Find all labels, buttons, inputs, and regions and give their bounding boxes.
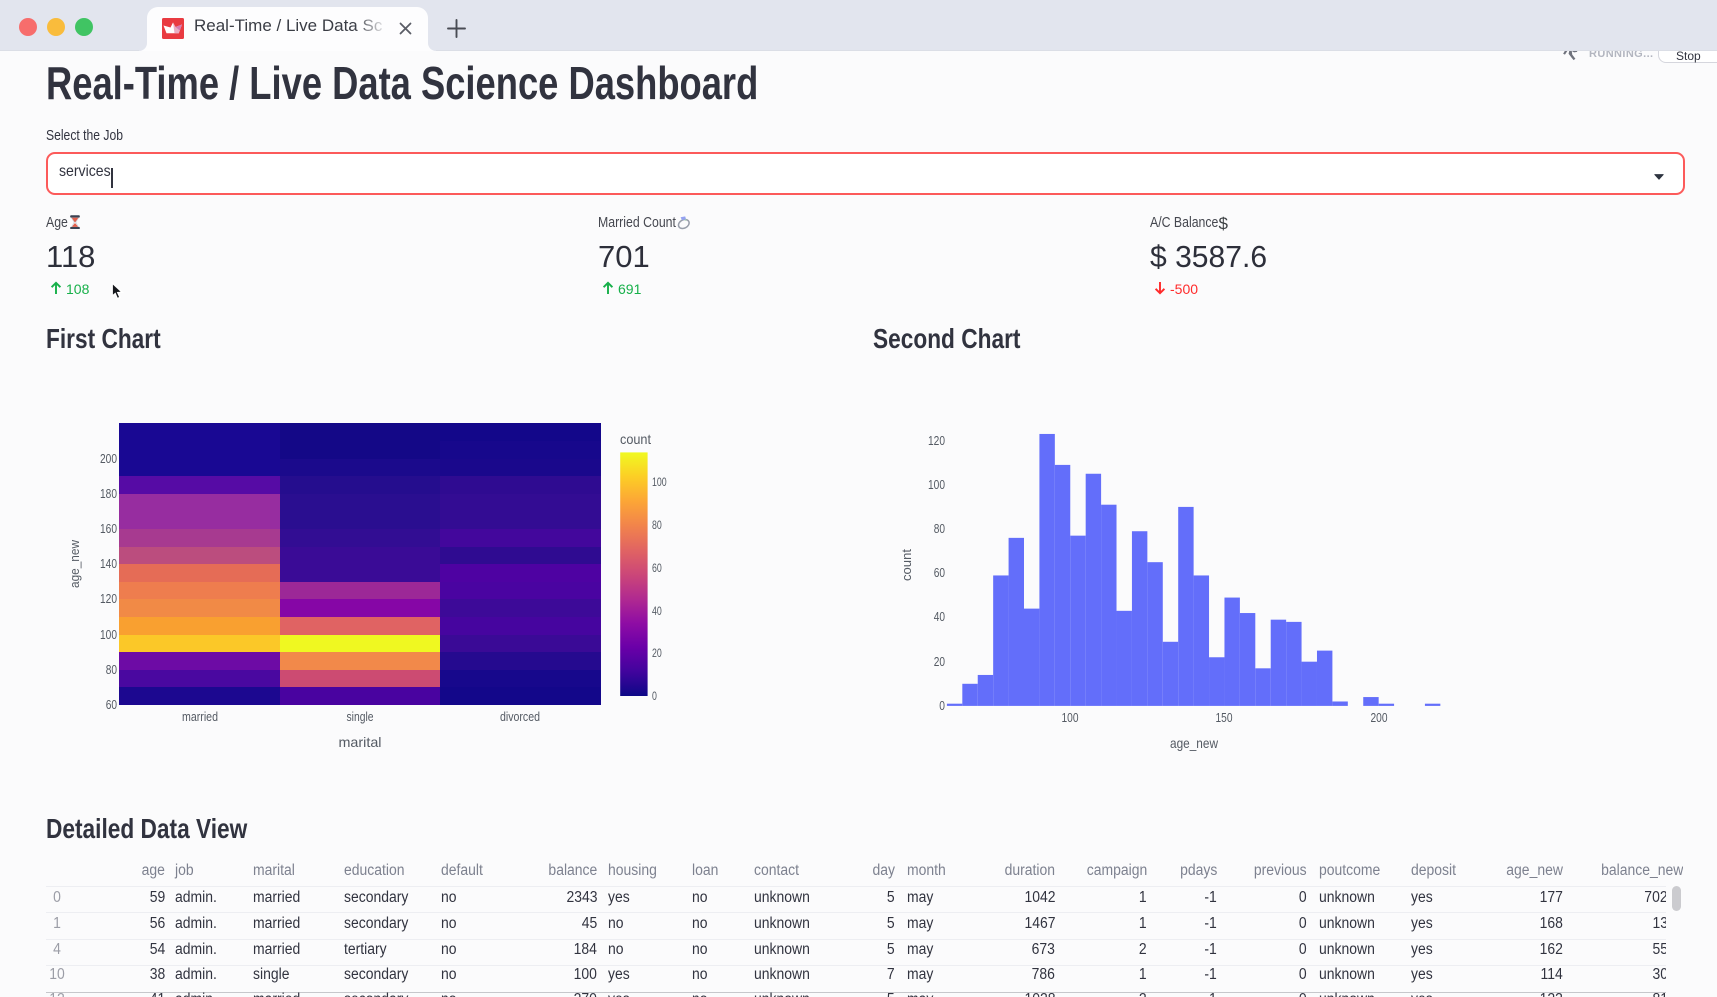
svg-text:marital: marital	[339, 734, 382, 750]
svg-text:20: 20	[934, 654, 945, 669]
svg-text:0: 0	[939, 698, 945, 713]
svg-text:married: married	[182, 709, 218, 724]
svg-text:140: 140	[100, 556, 117, 571]
svg-text:200: 200	[1371, 710, 1388, 725]
svg-text:80: 80	[934, 521, 945, 536]
svg-text:80: 80	[652, 518, 662, 532]
svg-text:100: 100	[652, 475, 667, 489]
svg-text:60: 60	[106, 697, 117, 712]
svg-text:count: count	[899, 549, 914, 581]
svg-text:100: 100	[1062, 710, 1079, 725]
svg-text:count: count	[620, 431, 651, 447]
svg-text:100: 100	[100, 627, 117, 642]
svg-text:40: 40	[652, 604, 662, 618]
svg-text:age_new: age_new	[67, 539, 82, 588]
svg-text:160: 160	[100, 521, 117, 536]
svg-text:200: 200	[100, 451, 117, 466]
svg-text:60: 60	[934, 565, 945, 580]
svg-text:single: single	[347, 709, 374, 724]
svg-text:150: 150	[1216, 710, 1233, 725]
svg-text:180: 180	[100, 486, 117, 501]
svg-text:40: 40	[934, 609, 945, 624]
svg-text:age_new: age_new	[1170, 735, 1219, 751]
svg-text:20: 20	[652, 646, 662, 660]
svg-text:120: 120	[100, 591, 117, 606]
svg-text:120: 120	[928, 433, 945, 448]
svg-text:80: 80	[106, 662, 117, 677]
svg-text:100: 100	[928, 477, 945, 492]
svg-text:0: 0	[652, 689, 657, 703]
svg-text:60: 60	[652, 561, 662, 575]
svg-text:divorced: divorced	[500, 709, 540, 724]
